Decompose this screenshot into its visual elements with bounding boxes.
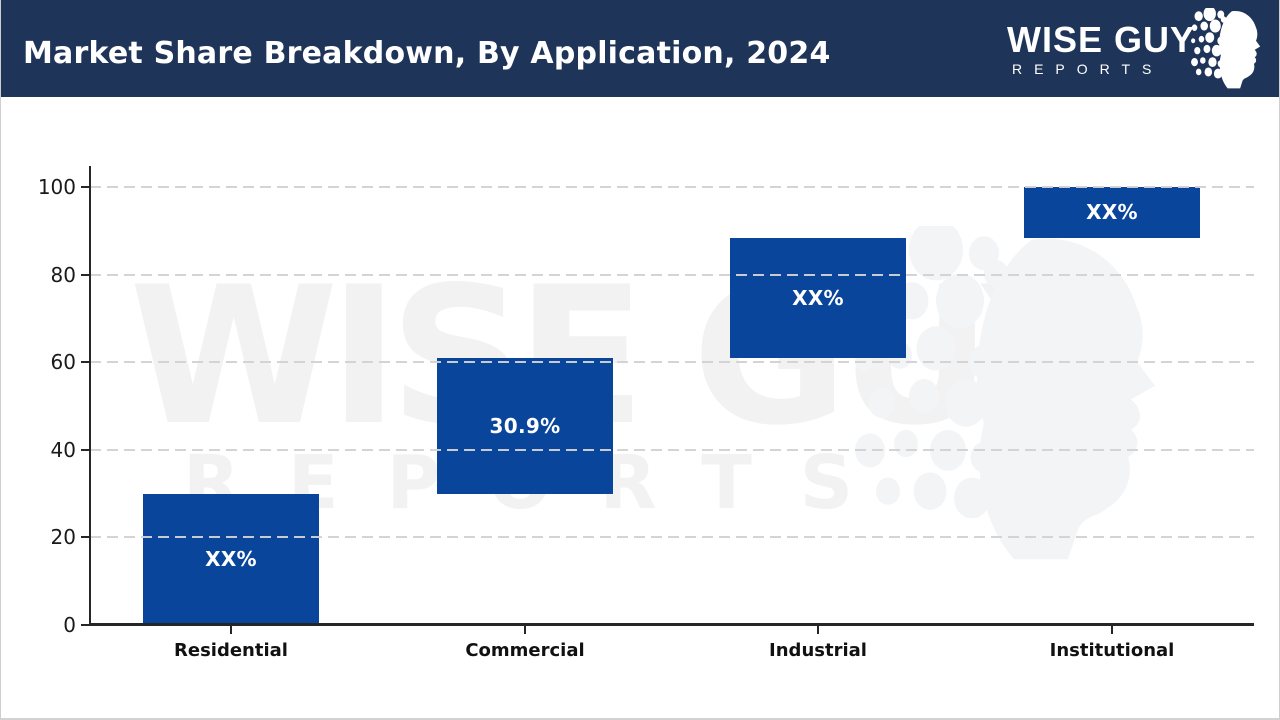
y-tick-label-20: 20 (50, 525, 76, 550)
gridline-20 (90, 536, 1254, 539)
y-tick-label-0: 0 (63, 613, 76, 637)
page-title: Market Share Breakdown, By Application, … (23, 36, 831, 71)
y-axis-line (89, 166, 91, 626)
y-tick-label-100: 100 (37, 175, 76, 199)
bar-value-label: 30.9% (489, 413, 561, 438)
bar-value-label: XX% (1086, 200, 1138, 225)
y-tick-20 (81, 536, 90, 539)
gridline-80 (90, 273, 1254, 276)
x-tick-industrial (817, 625, 819, 634)
bar-value-label: XX% (205, 547, 257, 572)
x-category-label-residential: Residential (174, 640, 288, 661)
y-tick-100 (81, 186, 90, 188)
gridline-100 (90, 186, 1254, 188)
header-bar: Market Share Breakdown, By Application, … (1, 0, 1279, 97)
brand-logo: WISE GUY REPORTS (1007, 7, 1265, 91)
x-axis-line (89, 623, 1254, 626)
x-category-label-commercial: Commercial (465, 640, 585, 661)
y-tick-label-80: 80 (50, 262, 76, 287)
brand-logo-wiseguy: WISE GUY (1006, 18, 1195, 60)
y-tick-label-60: 60 (50, 350, 76, 375)
y-tick-60 (81, 361, 90, 364)
bar-institutional: XX% (1024, 187, 1200, 238)
brand-logo-reports: REPORTS (1011, 61, 1164, 78)
x-category-label-industrial: Industrial (769, 640, 867, 661)
y-tick-80 (81, 273, 90, 276)
x-tick-institutional (1111, 625, 1113, 634)
bar-industrial: XX% (730, 237, 906, 359)
gridline-60 (90, 361, 1254, 364)
bar-commercial: 30.9% (437, 358, 613, 494)
y-tick-label-40: 40 (50, 437, 76, 462)
y-tick-40 (81, 448, 90, 451)
y-tick-0 (81, 624, 90, 626)
bar-value-label: XX% (792, 286, 844, 311)
x-tick-commercial (524, 625, 526, 634)
gridline-40 (90, 448, 1254, 451)
bar-residential: XX% (143, 493, 319, 625)
x-tick-residential (230, 625, 232, 634)
x-category-label-institutional: Institutional (1049, 640, 1175, 661)
brand-face-icon (1191, 8, 1261, 89)
brand-logo-text: WISE GUY REPORTS (1006, 18, 1195, 78)
